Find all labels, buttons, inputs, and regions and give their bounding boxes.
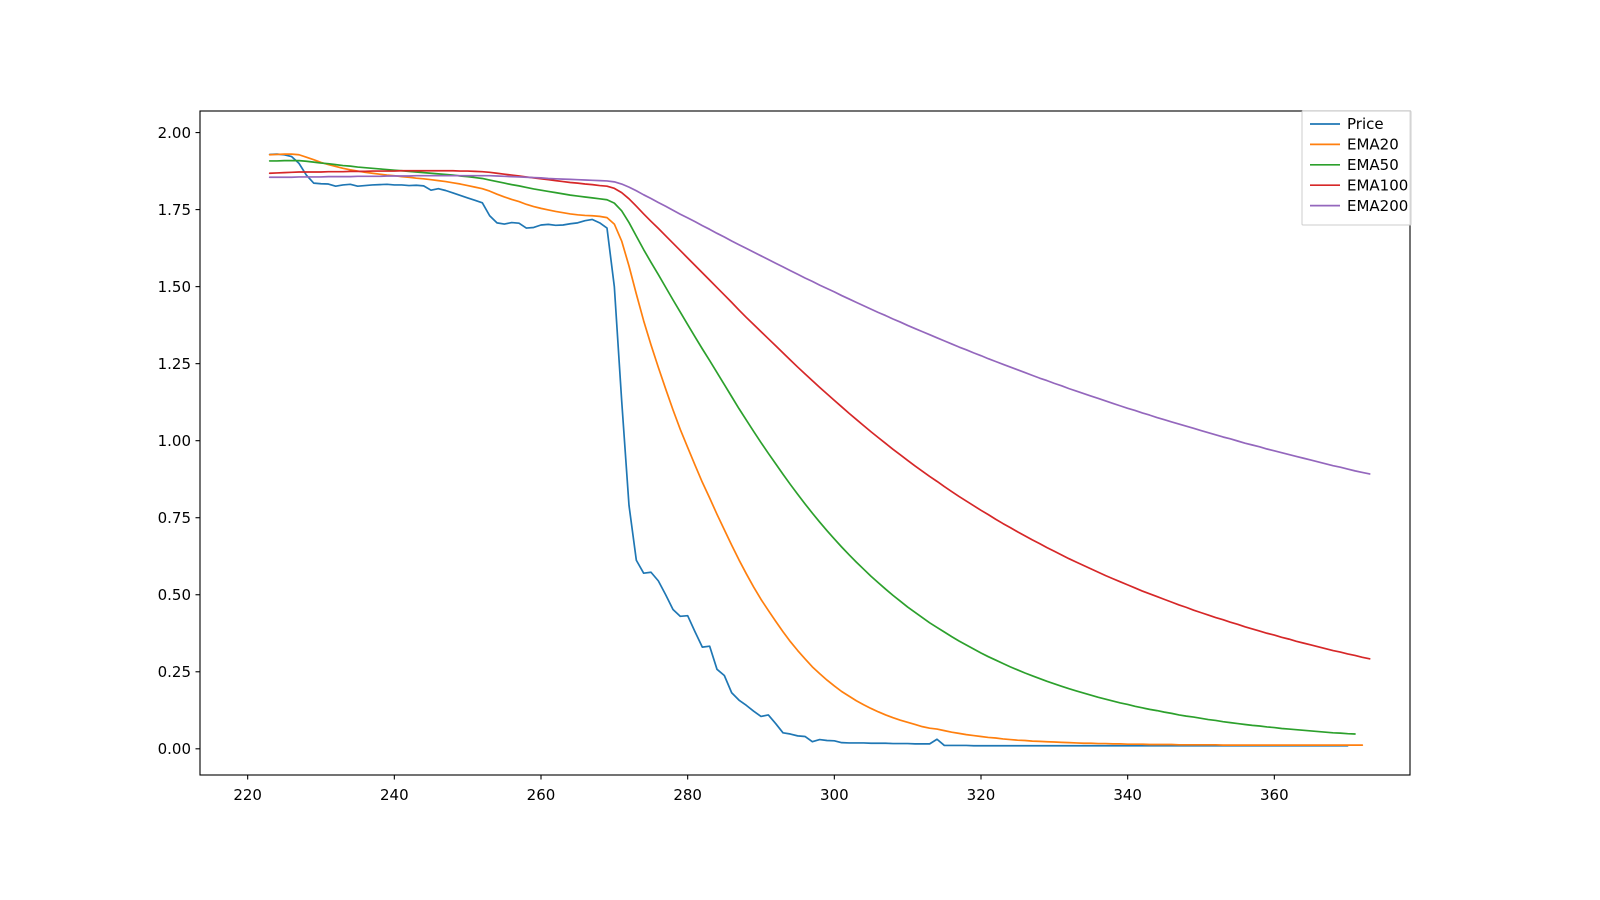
x-tick-label: 340 xyxy=(1113,786,1142,804)
y-tick-label: 1.00 xyxy=(158,432,191,450)
legend-label-ema20: EMA20 xyxy=(1347,136,1399,154)
x-tick-label: 320 xyxy=(967,786,996,804)
y-tick-label: 1.75 xyxy=(158,201,191,219)
y-tick-label: 0.75 xyxy=(158,509,191,527)
legend-label-ema100: EMA100 xyxy=(1347,176,1408,194)
x-tick-label: 360 xyxy=(1260,786,1289,804)
y-tick-label: 1.50 xyxy=(158,278,191,296)
axes: 0.00 0.25 0.50 0.75 1.00 1.25 1.50 1.75 2.00 220 2… xyxy=(158,110,1412,804)
x-tick-label: 260 xyxy=(527,786,556,804)
legend-box[interactable] xyxy=(1301,110,1412,226)
y-tick-label: 0.50 xyxy=(158,586,191,604)
x-tick-label: 280 xyxy=(673,786,702,804)
plot-frame xyxy=(199,110,1411,776)
series-line-ema100 xyxy=(268,169,1371,660)
x-tick-label: 240 xyxy=(380,786,409,804)
legend-label-ema200: EMA200 xyxy=(1347,197,1408,215)
y-tick-label: 2.00 xyxy=(158,124,191,142)
series-line-ema50 xyxy=(268,159,1356,735)
series-line-price xyxy=(268,153,1349,747)
y-tick-label: 0.00 xyxy=(158,740,191,758)
x-tick-label: 300 xyxy=(820,786,849,804)
legend-label-price: Price xyxy=(1347,115,1384,133)
y-tick-label: 1.25 xyxy=(158,355,191,373)
series-line-ema200 xyxy=(268,174,1371,475)
series-line-ema20 xyxy=(268,153,1364,746)
legend-label-ema50: EMA50 xyxy=(1347,156,1399,174)
y-tick-label: 0.25 xyxy=(158,663,191,681)
x-tick-label: 220 xyxy=(233,786,262,804)
